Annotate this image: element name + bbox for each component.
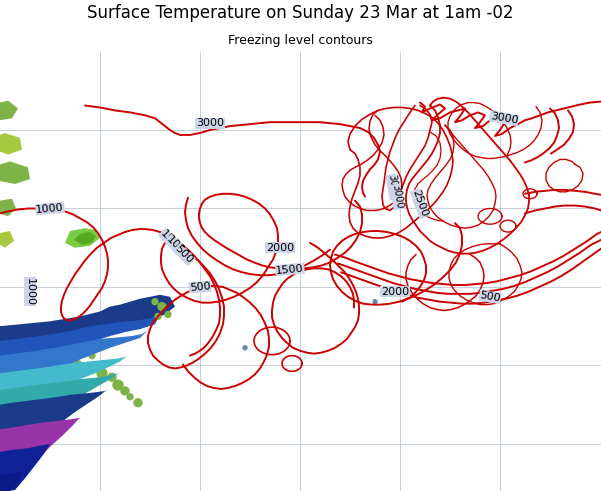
- Polygon shape: [0, 330, 148, 444]
- Circle shape: [373, 300, 377, 303]
- Circle shape: [134, 399, 142, 407]
- Text: 3000: 3000: [489, 111, 519, 126]
- Polygon shape: [0, 101, 18, 120]
- Polygon shape: [65, 228, 100, 248]
- Circle shape: [127, 394, 133, 400]
- Text: 2000: 2000: [381, 287, 409, 297]
- Polygon shape: [0, 370, 122, 491]
- Text: Surface Temperature on Sunday 23 Mar at 1am -02: Surface Temperature on Sunday 23 Mar at …: [87, 4, 514, 22]
- Polygon shape: [0, 444, 50, 491]
- Circle shape: [91, 363, 99, 371]
- Polygon shape: [0, 133, 22, 155]
- Circle shape: [89, 353, 95, 358]
- Polygon shape: [0, 231, 14, 248]
- Text: 1000: 1000: [35, 202, 64, 215]
- Polygon shape: [0, 417, 80, 491]
- Text: 1000: 1000: [165, 234, 192, 261]
- Circle shape: [158, 302, 166, 310]
- Text: Freezing level contours: Freezing level contours: [228, 34, 373, 47]
- Text: 3000: 3000: [196, 118, 224, 128]
- Polygon shape: [0, 471, 22, 491]
- Text: 2000: 2000: [266, 243, 294, 253]
- Text: 1000: 1000: [25, 278, 35, 306]
- Polygon shape: [0, 389, 108, 491]
- Circle shape: [155, 313, 161, 319]
- Circle shape: [97, 368, 107, 378]
- Circle shape: [75, 360, 81, 366]
- Circle shape: [152, 299, 158, 304]
- Text: 500: 500: [173, 244, 195, 266]
- Circle shape: [121, 387, 129, 395]
- Circle shape: [165, 311, 171, 317]
- Text: 500: 500: [479, 290, 501, 303]
- Text: 3000: 3000: [390, 184, 404, 210]
- Text: 500: 500: [189, 281, 211, 293]
- Circle shape: [81, 347, 89, 355]
- Polygon shape: [0, 199, 16, 217]
- Circle shape: [243, 346, 247, 350]
- Circle shape: [113, 380, 123, 390]
- Polygon shape: [0, 354, 130, 483]
- Polygon shape: [0, 162, 30, 184]
- Text: 3000: 3000: [386, 174, 400, 200]
- Text: 1500: 1500: [159, 228, 186, 255]
- Polygon shape: [0, 308, 163, 424]
- Polygon shape: [0, 295, 175, 414]
- Text: 1500: 1500: [276, 263, 304, 275]
- Circle shape: [108, 373, 116, 381]
- Text: 2500: 2500: [410, 189, 430, 218]
- Polygon shape: [74, 232, 96, 245]
